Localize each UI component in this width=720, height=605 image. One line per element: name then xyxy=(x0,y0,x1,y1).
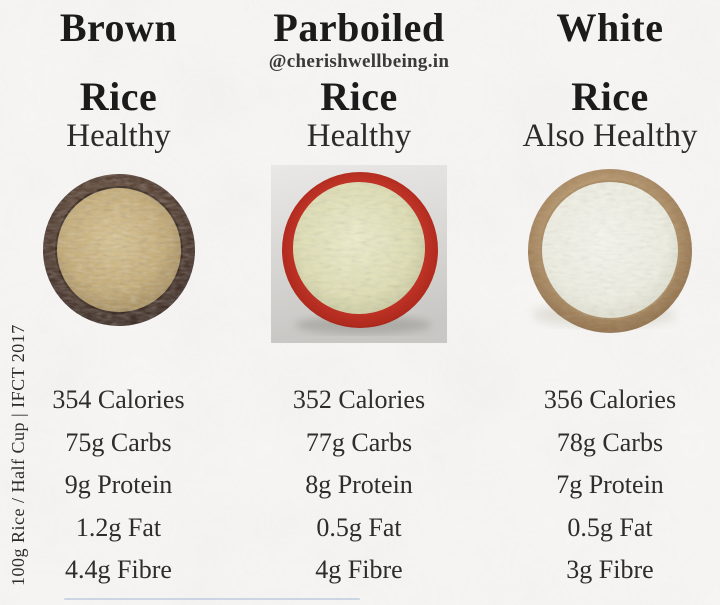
brown-nutrition-list: 354 Calories 75g Carbs 9g Protein 1.2g F… xyxy=(0,379,237,592)
parboiled-title-line2: Rice xyxy=(320,74,398,119)
column-brown-rice: Brown Rice Healthy xyxy=(0,0,237,592)
white-fat: 0.5g Fat xyxy=(567,512,653,542)
brown-subtitle: Healthy xyxy=(66,118,171,154)
brown-calories: 354 Calories xyxy=(52,385,185,414)
white-rice-bowl-photo xyxy=(496,165,720,343)
watermark-handle: @cherishwellbeing.in xyxy=(268,51,450,72)
white-header-gap xyxy=(496,48,720,76)
parboiled-calories: 352 Calories xyxy=(292,385,426,414)
white-rice-bowl-image xyxy=(528,169,692,333)
white-title-line1: White xyxy=(556,5,664,50)
brown-rice-bowl-image xyxy=(42,174,195,326)
parboiled-protein: 8g Protein xyxy=(305,470,413,499)
brown-rice-bowl-photo xyxy=(0,165,237,343)
white-carbs: 78g Carbs xyxy=(556,427,664,457)
parboiled-rice-bowl-photo xyxy=(238,165,480,343)
brown-carbs: 75g Carbs xyxy=(65,427,172,457)
white-subtitle: Also Healthy xyxy=(522,118,698,154)
parboiled-fibre: 4g Fibre xyxy=(315,555,403,584)
parboiled-fat: 0.5g Fat xyxy=(316,512,402,542)
column-white-rice: White Rice Also Healthy xyxy=(496,0,720,592)
parboiled-subtitle: Healthy xyxy=(306,118,412,154)
parboiled-rice-bowl-image xyxy=(271,165,447,343)
brown-fibre: 4.4g Fibre xyxy=(65,555,172,584)
white-title-line2: Rice xyxy=(571,74,649,119)
white-protein: 7g Protein xyxy=(556,470,664,499)
brown-title-line1: Brown xyxy=(59,5,178,50)
column-parboiled-rice: Parboiled @cherishwellbeing.in Rice Heal… xyxy=(238,0,480,592)
bottom-accent-line xyxy=(64,598,360,600)
brown-title-line2: Rice xyxy=(79,74,158,119)
brown-header-gap xyxy=(0,48,237,76)
parboiled-carbs: 77g Carbs xyxy=(305,427,413,457)
white-nutrition-list: 356 Calories 78g Carbs 7g Protein 0.5g F… xyxy=(496,379,720,592)
white-calories: 356 Calories xyxy=(543,385,677,414)
parboiled-header-gap: @cherishwellbeing.in xyxy=(238,48,480,76)
parboiled-nutrition-list: 352 Calories 77g Carbs 8g Protein 0.5g F… xyxy=(238,379,480,592)
brown-protein: 9g Protein xyxy=(64,470,173,499)
parboiled-title-line1: Parboiled xyxy=(273,5,445,50)
white-fibre: 3g Fibre xyxy=(566,555,654,584)
brown-fat: 1.2g Fat xyxy=(75,512,162,542)
